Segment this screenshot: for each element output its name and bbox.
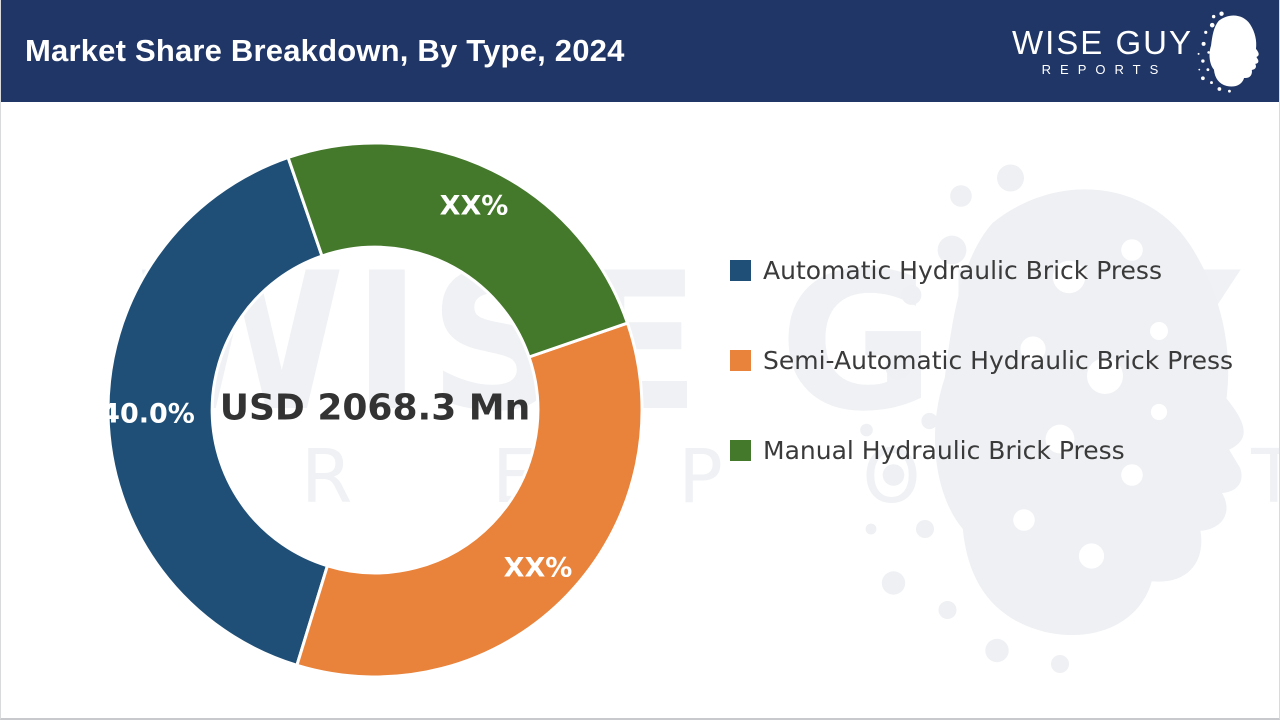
legend-swatch-semi-automatic	[730, 349, 751, 371]
legend-label-semi-automatic: Semi-Automatic Hydraulic Brick Press	[763, 345, 1234, 375]
legend-item-manual: Manual Hydraulic Brick Press	[730, 428, 1233, 472]
slice-label-automatic: 40.0%	[101, 398, 195, 430]
legend-item-automatic: Automatic Hydraulic Brick Press	[730, 248, 1233, 292]
legend: Automatic Hydraulic Brick Press Semi-Aut…	[730, 248, 1233, 518]
brand-logo: WISE GUY REPORTS	[1011, 4, 1261, 98]
slice-label-manual: XX%	[439, 190, 509, 222]
watermark: WISE GUY R E P O R T S	[1, 102, 1279, 718]
donut-center-value: USD 2068.3 Mn	[219, 387, 531, 429]
legend-swatch-manual	[730, 439, 751, 461]
watermark-face-icon	[860, 164, 1244, 673]
legend-item-semi-automatic: Semi-Automatic Hydraulic Brick Press	[730, 338, 1233, 382]
donut-slice-0	[106, 156, 329, 667]
header-bar: Market Share Breakdown, By Type, 2024 WI…	[1, 0, 1279, 102]
chart-area: WISE GUY R E P O R T S	[1, 102, 1279, 718]
donut-chart	[106, 141, 644, 679]
legend-label-manual: Manual Hydraulic Brick Press	[763, 435, 1125, 465]
donut-slices	[106, 141, 644, 679]
brand-subtitle: REPORTS	[1041, 62, 1168, 77]
legend-label-automatic: Automatic Hydraulic Brick Press	[763, 255, 1162, 285]
page-title: Market Share Breakdown, By Type, 2024	[25, 33, 625, 68]
slice-label-semi-automatic: XX%	[503, 552, 573, 584]
brand-face-icon	[1197, 11, 1259, 93]
donut-slice-1	[295, 321, 644, 679]
brand-logo-text: WISE GUY REPORTS	[1012, 26, 1193, 77]
brand-name: WISE GUY	[1011, 24, 1193, 61]
legend-swatch-automatic	[730, 259, 751, 281]
donut-slice-2	[286, 141, 629, 359]
